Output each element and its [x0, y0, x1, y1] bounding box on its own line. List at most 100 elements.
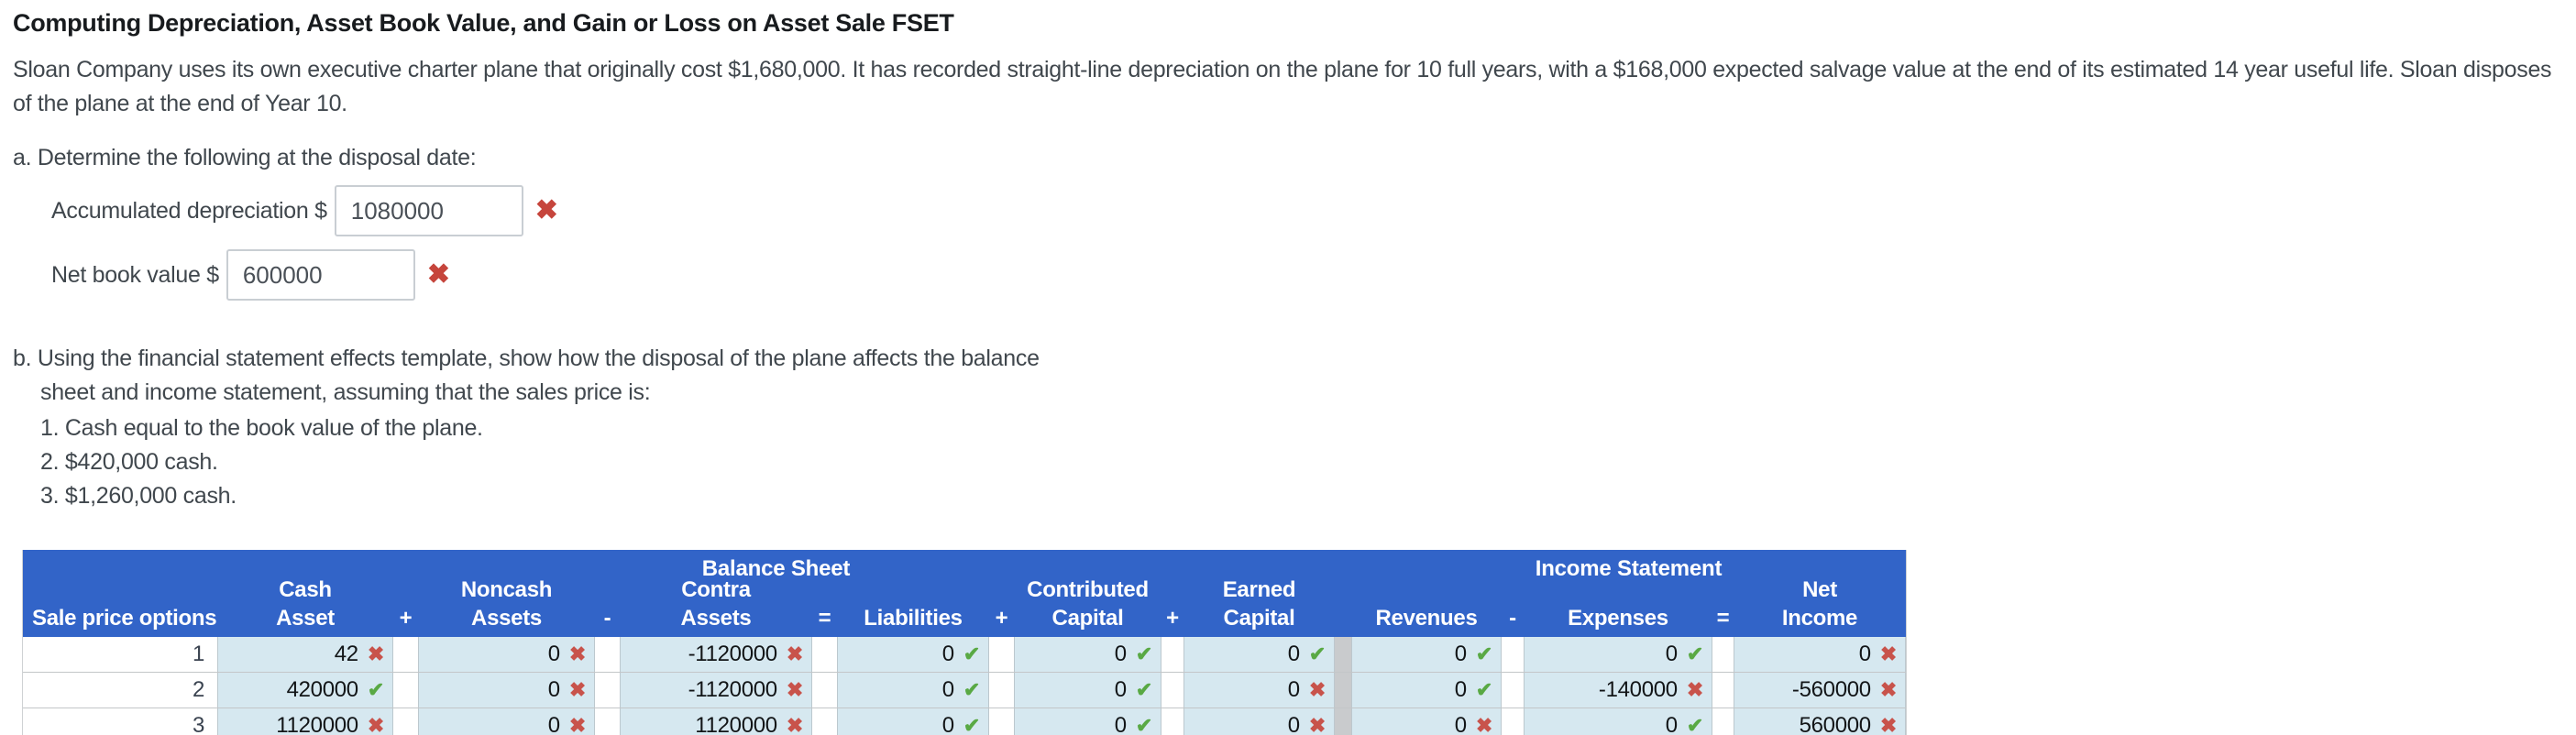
incorrect-mark-icon: ✖	[1308, 714, 1326, 735]
answer-cell-row1-contributed_capital[interactable]: 0 ✔	[1014, 637, 1161, 672]
accumulated-depreciation-input[interactable]	[334, 185, 523, 236]
column-header-earned_capital: Earned Capital	[1183, 550, 1335, 637]
answer-cell-row3-contra_assets[interactable]: 1120000 ✖	[620, 708, 812, 735]
fset-table: Balance Sheet Income Statement Sale price …	[22, 550, 1907, 735]
answer-cell-row3-revenues[interactable]: 0 ✖	[1351, 708, 1502, 735]
answer-value: 0	[1665, 642, 1678, 666]
column-header--: -	[1502, 550, 1524, 637]
part-b-section: b. Using the financial statement effects…	[13, 342, 2576, 513]
correct-mark-icon: ✔	[963, 642, 980, 665]
column-header-=: =	[1712, 550, 1734, 637]
answer-value: -560000	[1791, 677, 1871, 702]
operator-gap	[595, 673, 620, 708]
correct-mark-icon: ✔	[963, 714, 980, 735]
header-line-2: Assets	[471, 606, 542, 631]
incorrect-mark-icon: ✖	[1879, 678, 1897, 701]
answer-cell-row1-earned_capital[interactable]: 0 ✔	[1183, 637, 1335, 672]
answer-cell-row2-net_income[interactable]: -560000 ✖	[1734, 673, 1906, 708]
column-header-contributed_capital: Contributed Capital	[1014, 550, 1161, 637]
operator-gap	[393, 708, 418, 735]
correct-mark-icon: ✔	[1686, 642, 1703, 665]
answer-value: 42	[334, 642, 358, 666]
answer-cell-row1-expenses[interactable]: 0 ✔	[1524, 637, 1712, 672]
incorrect-mark-icon: ✖	[786, 642, 803, 665]
answer-cell-row3-earned_capital[interactable]: 0 ✖	[1183, 708, 1335, 735]
answer-cell-row2-expenses[interactable]: -140000 ✖	[1524, 673, 1712, 708]
column-header-revenues: Revenues	[1351, 550, 1502, 637]
answer-value: 0	[941, 713, 954, 735]
incorrect-mark-icon: ✖	[426, 259, 450, 290]
header-line-2: =	[818, 606, 831, 631]
header-line-2: Income	[1781, 606, 1858, 631]
answer-cell-row2-cash_asset[interactable]: 420000 ✔	[217, 673, 393, 708]
correct-mark-icon: ✔	[1475, 678, 1492, 701]
header-line-2: =	[1716, 606, 1730, 631]
answer-cell-row1-liabilities[interactable]: 0 ✔	[837, 637, 989, 672]
answer-cell-row3-expenses[interactable]: 0 ✔	[1524, 708, 1712, 735]
header-line-1: Earned	[1222, 577, 1296, 602]
net-book-value-input[interactable]	[226, 249, 415, 301]
correct-mark-icon: ✔	[1135, 642, 1152, 665]
answer-value: 1120000	[695, 713, 777, 735]
answer-cell-row2-revenues[interactable]: 0 ✔	[1351, 673, 1502, 708]
operator-gap	[393, 637, 418, 672]
statement-section-divider	[1335, 637, 1351, 672]
operator-gap	[812, 673, 837, 708]
answer-cell-row2-contributed_capital[interactable]: 0 ✔	[1014, 673, 1161, 708]
column-header-=: =	[812, 550, 837, 637]
answer-value: 0	[547, 677, 560, 702]
answer-cell-row1-net_income[interactable]: 0 ✖	[1734, 637, 1906, 672]
correct-mark-icon: ✔	[1686, 714, 1703, 735]
sale-price-option-2: 2	[23, 673, 217, 708]
incorrect-mark-icon: ✖	[1475, 714, 1492, 735]
operator-gap	[1161, 708, 1183, 735]
answer-value: -1120000	[688, 642, 778, 666]
header-line-2: Asset	[276, 606, 335, 631]
part-b-prompt: b. Using the financial statement effects…	[13, 346, 1040, 405]
answer-cell-row3-cash_asset[interactable]: 1120000 ✖	[217, 708, 393, 735]
answer-cell-row2-noncash_assets[interactable]: 0 ✖	[418, 673, 595, 708]
answer-value: 0	[1114, 677, 1127, 702]
header-line-2: -	[603, 606, 611, 631]
operator-gap	[595, 708, 620, 735]
part-a-prompt: a. Determine the following at the dispos…	[13, 145, 477, 170]
answer-value: 560000	[1799, 713, 1872, 735]
answer-cell-row1-revenues[interactable]: 0 ✔	[1351, 637, 1502, 672]
correct-mark-icon: ✔	[1135, 714, 1152, 735]
column-header-+: +	[393, 550, 418, 637]
answer-cell-row2-earned_capital[interactable]: 0 ✖	[1183, 673, 1335, 708]
header-line-2: +	[399, 606, 413, 631]
header-line-2: Liabilities	[864, 606, 963, 631]
column-header--: -	[595, 550, 620, 637]
column-header-liabilities: Liabilities	[837, 550, 989, 637]
part-b-item-2: 2. $420,000 cash.	[40, 449, 218, 475]
answer-value: 0	[1287, 642, 1300, 666]
question-title: Computing Depreciation, Asset Book Value…	[13, 9, 954, 37]
part-a-section: a. Determine the following at the dispos…	[13, 141, 2576, 302]
answer-cell-row1-cash_asset[interactable]: 42 ✖	[217, 637, 393, 672]
answer-cell-row3-contributed_capital[interactable]: 0 ✔	[1014, 708, 1161, 735]
answer-cell-row3-net_income[interactable]: 560000 ✖	[1734, 708, 1906, 735]
operator-gap	[1502, 673, 1524, 708]
incorrect-mark-icon: ✖	[1308, 678, 1326, 701]
operator-gap	[1712, 708, 1734, 735]
answer-cell-row3-noncash_assets[interactable]: 0 ✖	[418, 708, 595, 735]
header-line-2: Revenues	[1375, 606, 1478, 631]
sale-price-option-3: 3	[23, 708, 217, 735]
answer-cell-row1-contra_assets[interactable]: -1120000 ✖	[620, 637, 812, 672]
answer-value: 0	[547, 713, 560, 735]
answer-cell-row3-liabilities[interactable]: 0 ✔	[837, 708, 989, 735]
answer-cell-row1-noncash_assets[interactable]: 0 ✖	[418, 637, 595, 672]
statement-section-divider	[1335, 708, 1351, 735]
part-b-item-1: 1. Cash equal to the book value of the p…	[40, 415, 483, 441]
answer-cell-row2-contra_assets[interactable]: -1120000 ✖	[620, 673, 812, 708]
incorrect-mark-icon: ✖	[568, 678, 586, 701]
incorrect-mark-icon: ✖	[1686, 678, 1703, 701]
incorrect-mark-icon: ✖	[568, 642, 586, 665]
balance-sheet-group-header: Balance Sheet	[701, 556, 851, 581]
incorrect-mark-icon: ✖	[534, 195, 558, 225]
answer-cell-row2-liabilities[interactable]: 0 ✔	[837, 673, 989, 708]
operator-gap	[989, 708, 1014, 735]
header-line-1: Cash	[279, 577, 332, 602]
